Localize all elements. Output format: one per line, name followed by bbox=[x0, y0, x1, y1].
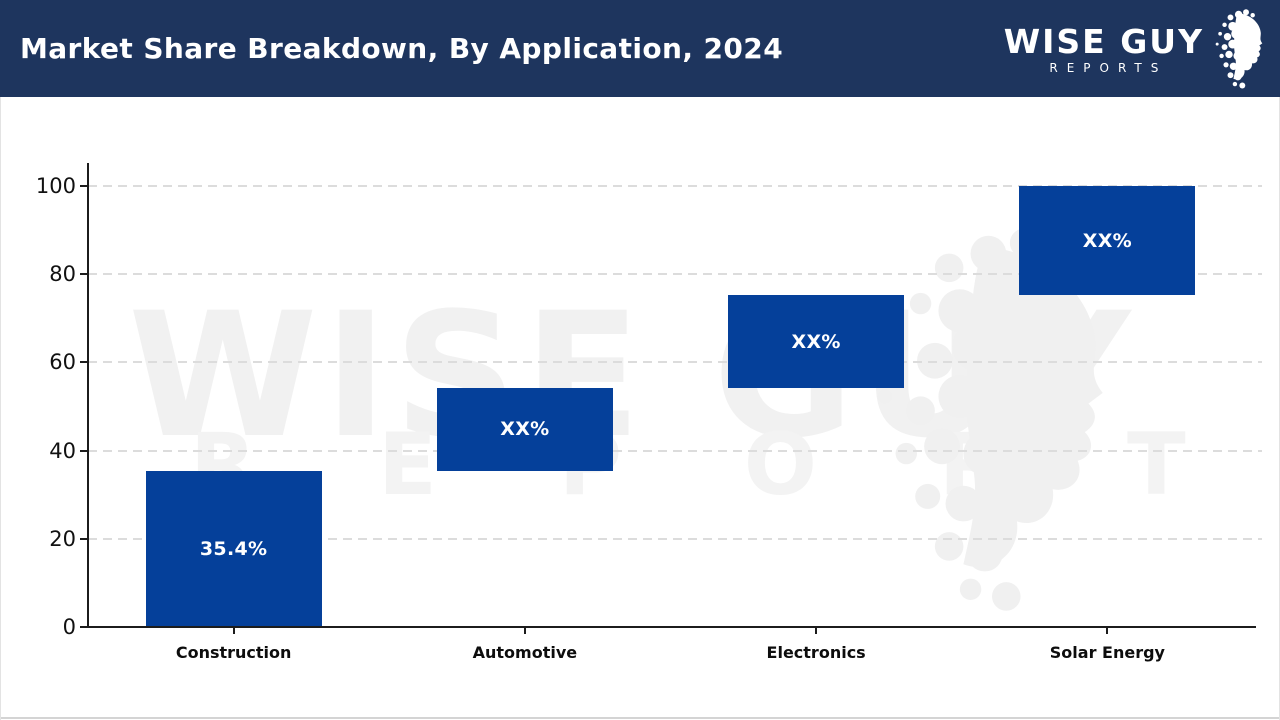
logo-brand-name: WISE GUY bbox=[1003, 22, 1204, 61]
page-bottom-hairline bbox=[0, 717, 1280, 719]
wise-guy-reports-logo: WISE GUY REPORTS bbox=[1004, 6, 1266, 94]
category-label: Automotive bbox=[472, 643, 578, 662]
category-label: Solar Energy bbox=[1049, 643, 1165, 662]
logo-brand-subtitle: REPORTS bbox=[1049, 61, 1168, 75]
bar-value-label: XX% bbox=[500, 418, 550, 441]
category-label: Electronics bbox=[766, 643, 866, 662]
x-axis-line bbox=[87, 626, 1256, 628]
y-tick-label: 100 bbox=[35, 174, 76, 198]
gridline bbox=[88, 185, 1262, 187]
bar-value-label: 35.4% bbox=[199, 537, 268, 560]
category-label: Construction bbox=[175, 643, 292, 662]
y-tick-label: 80 bbox=[49, 262, 76, 287]
page-left-hairline bbox=[0, 97, 1, 720]
x-tick-mark bbox=[232, 627, 235, 634]
y-tick-mark bbox=[80, 361, 88, 364]
y-axis-line bbox=[87, 163, 89, 626]
chart-area: WISE GUY R E P O R T S 02040608010035.4%… bbox=[0, 97, 1280, 720]
x-tick-mark bbox=[1106, 627, 1109, 634]
bar-value-label: XX% bbox=[1082, 229, 1132, 252]
x-tick-mark bbox=[815, 627, 818, 634]
gridline bbox=[88, 537, 1262, 540]
header-bar: Market Share Breakdown, By Application, … bbox=[0, 0, 1280, 97]
gridline bbox=[88, 273, 1262, 276]
page-title: Market Share Breakdown, By Application, … bbox=[20, 32, 784, 65]
logo-text: WISE GUY REPORTS bbox=[1004, 25, 1204, 75]
y-tick-label: 40 bbox=[49, 438, 76, 463]
y-tick-label: 60 bbox=[49, 350, 76, 375]
gridline bbox=[88, 449, 1262, 452]
bar-segment: XX% bbox=[436, 387, 613, 471]
bar-segment: XX% bbox=[1019, 186, 1196, 296]
y-tick-mark bbox=[80, 185, 88, 187]
watermark-text-reports: R E P O R T S bbox=[190, 415, 1280, 515]
y-tick-label: 20 bbox=[49, 526, 76, 551]
y-tick-mark bbox=[80, 273, 88, 276]
gridline bbox=[88, 361, 1262, 364]
bar-segment: 35.4% bbox=[145, 470, 322, 627]
y-tick-mark bbox=[80, 449, 88, 452]
bar-value-label: XX% bbox=[791, 330, 841, 353]
dotted-head-logo-icon bbox=[1192, 8, 1266, 92]
y-tick-mark bbox=[80, 537, 88, 540]
bar-segment: XX% bbox=[728, 295, 905, 388]
y-tick-mark bbox=[80, 626, 88, 628]
y-tick-label: 0 bbox=[62, 615, 76, 639]
x-tick-mark bbox=[523, 627, 526, 634]
